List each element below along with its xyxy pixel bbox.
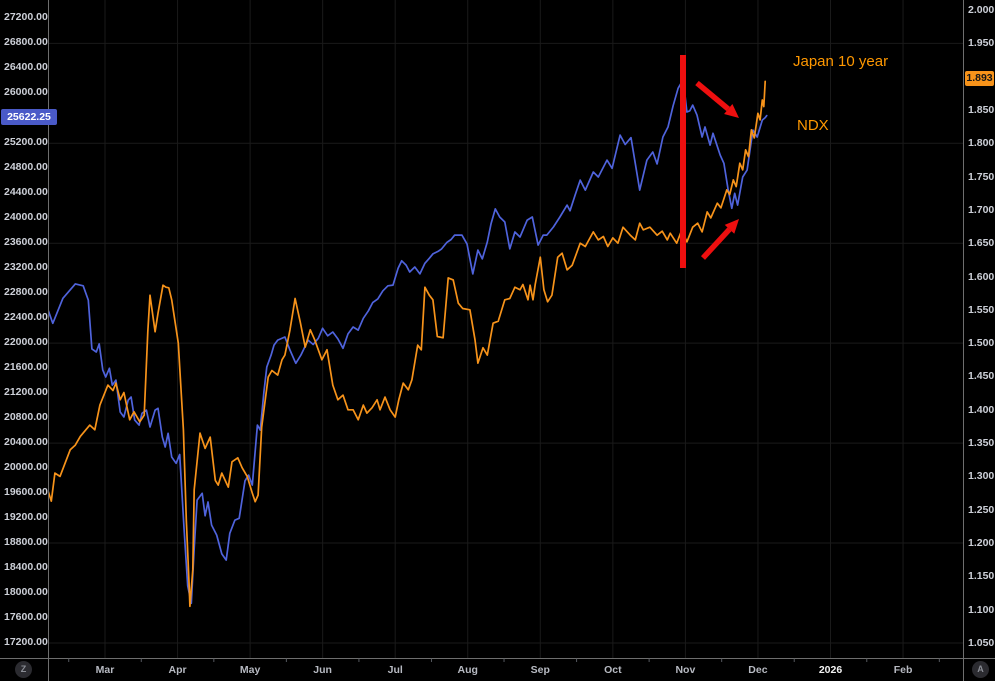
- right-axis-tick: 1.250: [968, 503, 995, 516]
- right-axis-tick: 2.000: [968, 4, 995, 16]
- left-axis-tick: 24000.00: [4, 211, 48, 223]
- x-axis-tick-sep: Sep: [530, 664, 550, 676]
- left-axis-tick: 26800.00: [4, 36, 48, 48]
- right-axis-tick: 1.650: [968, 237, 995, 250]
- right-axis-tick: 1.350: [968, 437, 995, 450]
- left-axis-tick: 20400.00: [4, 436, 48, 448]
- left-axis-tick: 18000.00: [4, 586, 48, 598]
- x-axis-tick-apr: Apr: [168, 664, 187, 676]
- right-axis-tick: 1.850: [968, 103, 995, 116]
- x-axis-tick-may: May: [239, 664, 261, 676]
- left-axis-tick: 23200.00: [4, 261, 48, 273]
- right-axis-tick: 1.550: [968, 303, 995, 316]
- left-axis-tick: 23600.00: [4, 236, 48, 248]
- red-vertical-line-annotation[interactable]: [680, 55, 686, 268]
- right-axis-tick: 1.600: [968, 270, 995, 283]
- x-axis-tick-jul: Jul: [387, 664, 403, 676]
- right-axis-tick: 1.700: [968, 203, 995, 216]
- timezone-button[interactable]: Z: [15, 661, 32, 678]
- left-axis-tick: 26000.00: [4, 86, 48, 98]
- auto-scale-button[interactable]: A: [972, 661, 989, 678]
- left-axis-tick: 19600.00: [4, 486, 48, 498]
- japan-10-year-annotation-label: Japan 10 year: [793, 53, 889, 70]
- left-axis-tick: 22800.00: [4, 286, 48, 298]
- x-axis-tick-aug: Aug: [457, 664, 478, 676]
- left-axis-tick: 21200.00: [4, 386, 48, 398]
- left-axis-tick: 22000.00: [4, 336, 48, 348]
- red-arrow-annotation-1[interactable]: [695, 80, 739, 118]
- left-axis-tick: 24400.00: [4, 186, 48, 198]
- left-axis-tick: 22400.00: [4, 311, 48, 323]
- left-price-axis[interactable]: [0, 0, 48, 658]
- last-price-badge-japan10y: 1.893: [965, 71, 994, 86]
- right-axis-tick: 1.100: [968, 603, 995, 616]
- right-axis-tick: 1.400: [968, 403, 995, 416]
- x-axis-tick-jun: Jun: [313, 664, 332, 676]
- right-axis-tick: 1.150: [968, 570, 995, 583]
- left-axis-tick: 19200.00: [4, 511, 48, 523]
- right-axis-tick: 1.500: [968, 337, 995, 350]
- left-axis-tick: 20000.00: [4, 461, 48, 473]
- left-axis-tick: 27200.00: [4, 11, 48, 23]
- time-axis[interactable]: [0, 658, 995, 681]
- red-arrow-annotation-2[interactable]: [700, 219, 739, 260]
- left-axis-tick: 20800.00: [4, 411, 48, 423]
- right-axis-tick: 1.950: [968, 37, 995, 50]
- series-line-japan-10-year[interactable]: [48, 80, 767, 608]
- right-axis-tick: 1.300: [968, 470, 995, 483]
- x-axis-tick-2026: 2026: [818, 664, 843, 676]
- right-axis-tick: 1.050: [968, 636, 995, 649]
- ndx-annotation-label: NDX: [797, 117, 829, 134]
- last-price-badge-ndx: 25622.25: [1, 109, 57, 125]
- left-axis-tick: 26400.00: [4, 61, 48, 73]
- left-axis-tick: 21600.00: [4, 361, 48, 373]
- left-axis-tick: 18800.00: [4, 536, 48, 548]
- right-axis-tick: 1.200: [968, 537, 995, 550]
- x-axis-tick-oct: Oct: [604, 664, 622, 676]
- left-axis-tick: 17200.00: [4, 636, 48, 648]
- right-axis-tick: 1.800: [968, 137, 995, 150]
- left-axis-tick: 17600.00: [4, 611, 48, 623]
- x-axis-tick-nov: Nov: [675, 664, 696, 676]
- x-axis-tick-mar: Mar: [95, 664, 115, 676]
- left-axis-tick: 24800.00: [4, 161, 48, 173]
- series-line-ndx[interactable]: [48, 78, 768, 605]
- left-axis-tick: 25200.00: [4, 136, 48, 148]
- right-axis-tick: 1.750: [968, 170, 995, 183]
- right-axis-tick: 1.450: [968, 370, 995, 383]
- left-axis-tick: 18400.00: [4, 561, 48, 573]
- x-axis-tick-feb: Feb: [893, 664, 913, 676]
- right-price-axis[interactable]: [963, 0, 995, 658]
- x-axis-tick-dec: Dec: [748, 664, 768, 676]
